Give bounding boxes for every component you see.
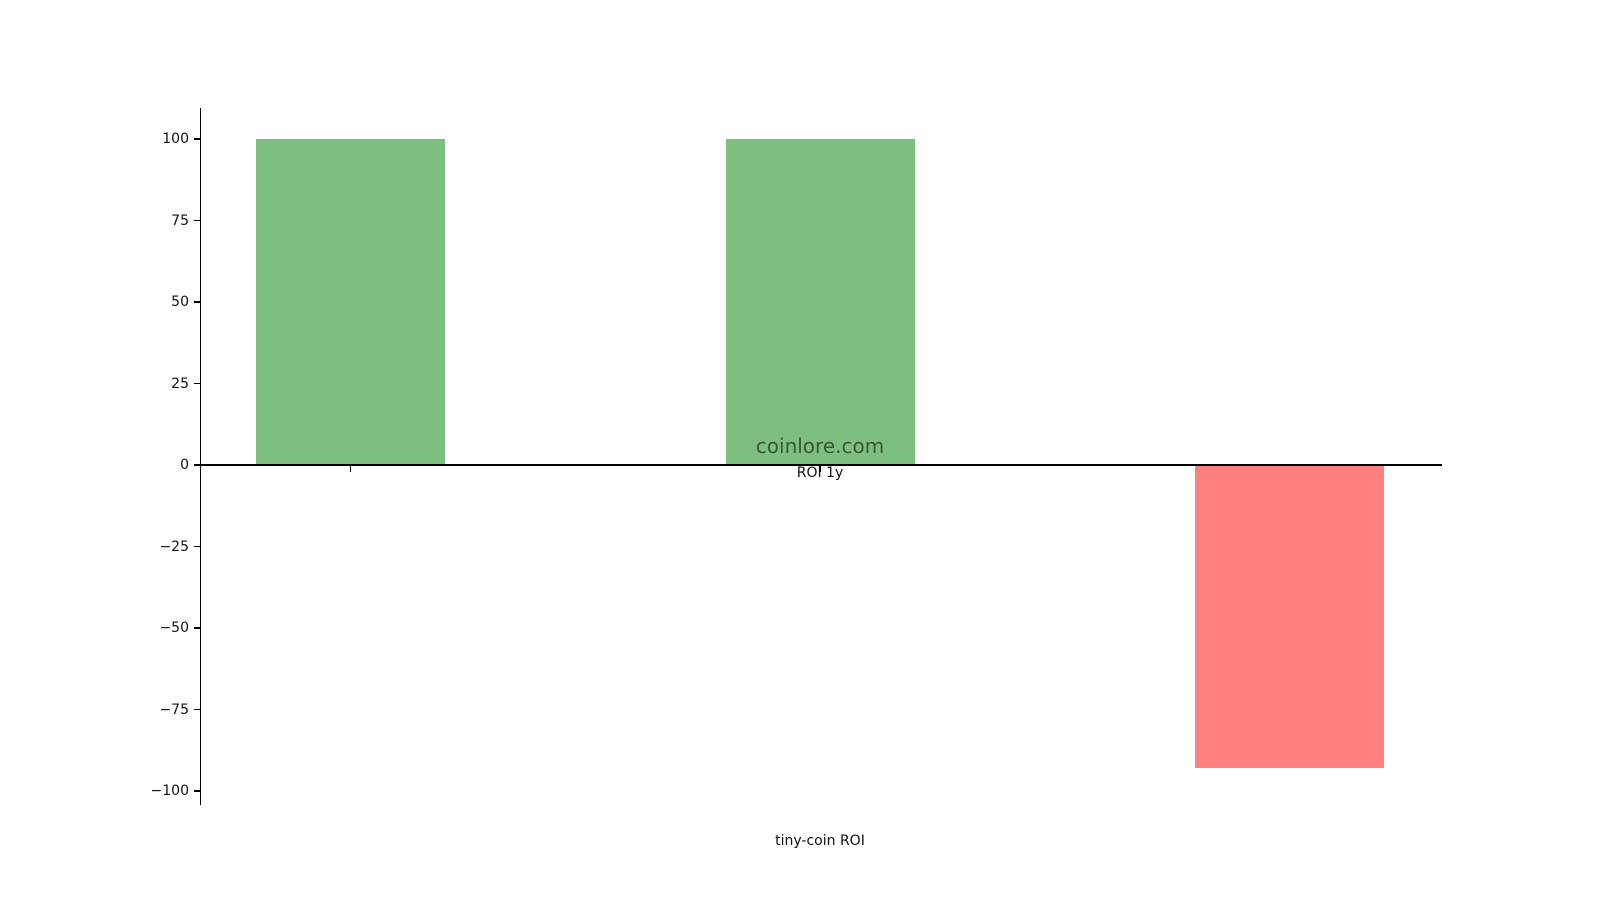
y-tick-mark xyxy=(194,545,200,548)
y-tick-label: −50 xyxy=(159,620,189,636)
bar-1 xyxy=(725,139,915,465)
y-tick-mark xyxy=(194,382,200,385)
y-tick-label: −75 xyxy=(159,701,189,718)
y-tick-mark xyxy=(194,219,200,222)
y-axis-spine xyxy=(199,108,202,805)
x-tick-label: ROI 1y xyxy=(796,465,844,481)
bar-0 xyxy=(256,139,445,465)
y-tick-label: 25 xyxy=(171,375,189,392)
y-tick-mark xyxy=(194,790,200,792)
y-tick-label: −100 xyxy=(150,783,189,799)
y-tick-label: −25 xyxy=(159,538,189,555)
y-tick-mark xyxy=(194,708,200,711)
y-tick-label: 0 xyxy=(180,457,189,473)
y-tick-label: 100 xyxy=(162,131,189,147)
y-tick-label: 75 xyxy=(171,212,189,229)
y-tick-mark xyxy=(194,301,200,303)
watermark-text: coinlore.com xyxy=(755,434,885,458)
x-tick-mark xyxy=(819,465,821,472)
y-tick-label: 50 xyxy=(171,294,189,310)
y-tick-mark xyxy=(194,627,200,629)
x-axis-zero-line xyxy=(200,464,1442,466)
x-tick-mark xyxy=(349,465,352,472)
y-tick-mark xyxy=(194,464,200,466)
x-axis-title: tiny-coin ROI xyxy=(775,833,865,849)
y-tick-mark xyxy=(194,138,200,140)
bar-2 xyxy=(1195,465,1384,769)
